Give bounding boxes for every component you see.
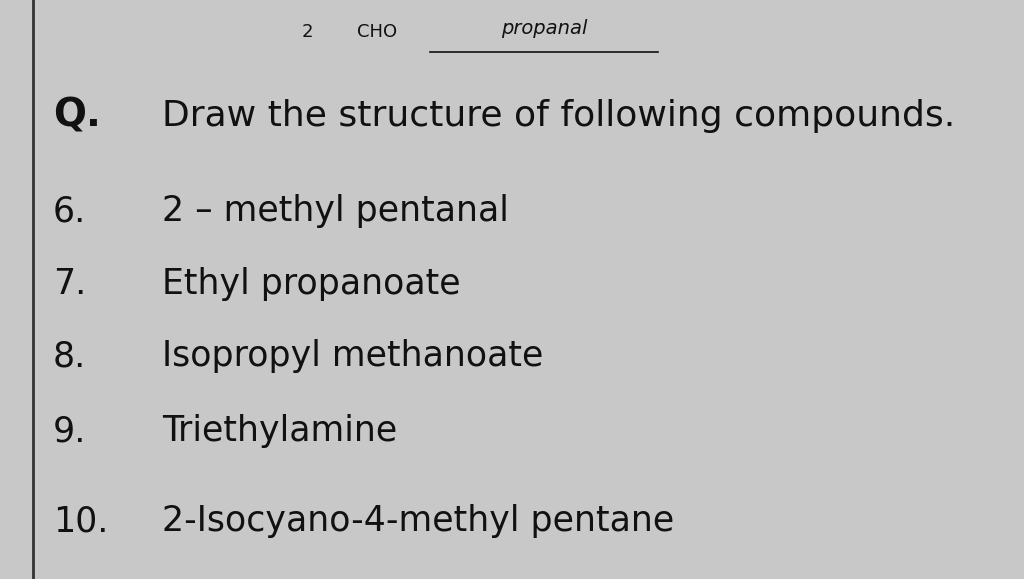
Text: 6.: 6. (52, 195, 86, 228)
Text: Draw the structure of following compounds.: Draw the structure of following compound… (163, 99, 955, 133)
Text: 7.: 7. (52, 267, 86, 301)
Text: 2-Isocyano-4-methyl pentane: 2-Isocyano-4-methyl pentane (163, 504, 675, 538)
Text: 9.: 9. (52, 415, 86, 448)
Text: 8.: 8. (52, 339, 86, 373)
Text: Q.: Q. (52, 97, 100, 135)
Text: 2 – methyl pentanal: 2 – methyl pentanal (163, 195, 509, 228)
Text: Triethylamine: Triethylamine (163, 415, 397, 448)
Text: CHO: CHO (357, 23, 397, 41)
Text: Ethyl propanoate: Ethyl propanoate (163, 267, 461, 301)
Text: Isopropyl methanoate: Isopropyl methanoate (163, 339, 544, 373)
Text: 2: 2 (301, 23, 313, 41)
Text: propanal: propanal (501, 20, 587, 38)
Text: 10.: 10. (52, 504, 108, 538)
